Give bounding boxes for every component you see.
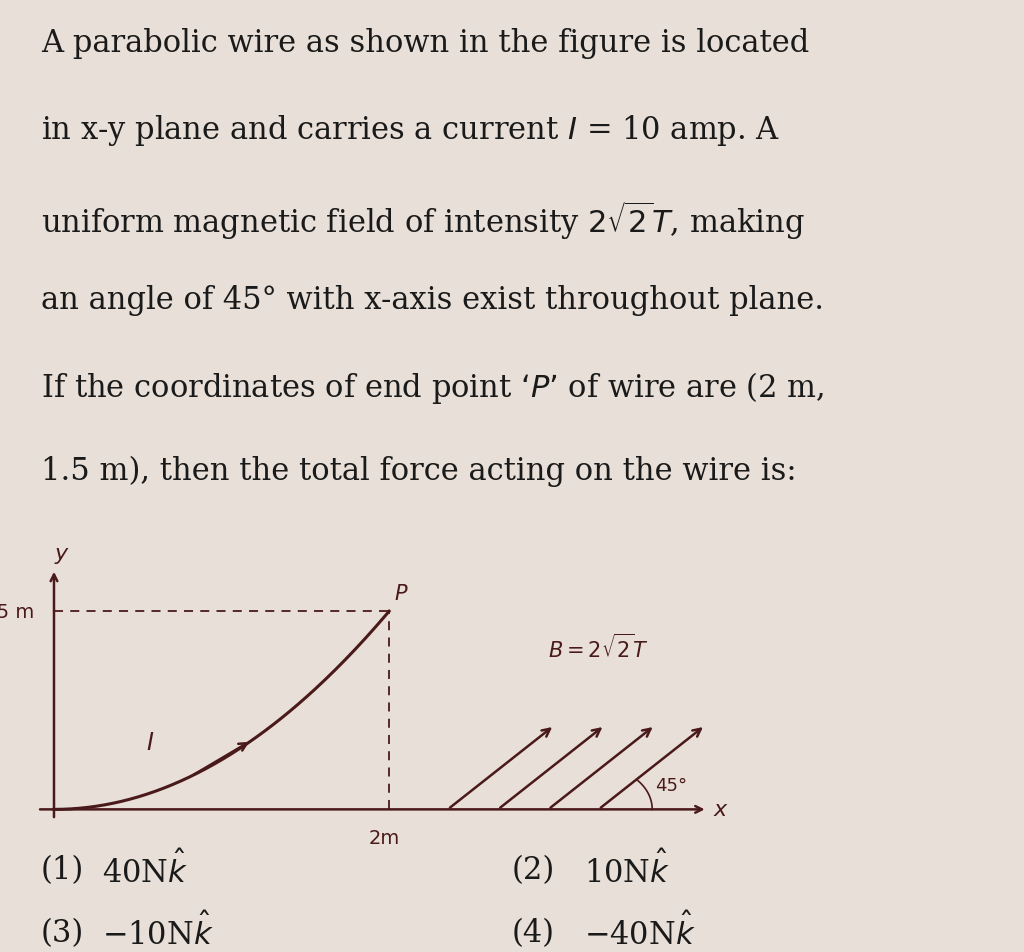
Text: 45°: 45°: [655, 776, 688, 794]
Text: (4): (4): [512, 917, 555, 948]
Text: 1.5 m), then the total force acting on the wire is:: 1.5 m), then the total force acting on t…: [41, 456, 797, 486]
Text: uniform magnetic field of intensity $2\sqrt{2}T$, making: uniform magnetic field of intensity $2\s…: [41, 199, 805, 242]
Text: (3): (3): [41, 917, 84, 948]
Text: $-$40N$\hat{k}$: $-$40N$\hat{k}$: [584, 913, 695, 951]
Text: (2): (2): [512, 854, 555, 885]
Text: If the coordinates of end point ‘$P$’ of wire are (2 m,: If the coordinates of end point ‘$P$’ of…: [41, 370, 824, 406]
Text: $-$10N$\hat{k}$: $-$10N$\hat{k}$: [102, 913, 214, 951]
Text: 10N$\hat{k}$: 10N$\hat{k}$: [584, 851, 670, 889]
Text: A parabolic wire as shown in the figure is located: A parabolic wire as shown in the figure …: [41, 28, 809, 59]
Text: in x-y plane and carries a current $I$ = 10 amp. A: in x-y plane and carries a current $I$ =…: [41, 113, 780, 149]
Text: $P$: $P$: [394, 584, 409, 604]
Text: $y$: $y$: [54, 545, 71, 565]
Text: 1.5 m: 1.5 m: [0, 602, 34, 621]
Text: an angle of 45° with x-axis exist throughout plane.: an angle of 45° with x-axis exist throug…: [41, 285, 824, 315]
Text: $x$: $x$: [713, 800, 728, 820]
Text: 2m: 2m: [369, 828, 399, 847]
Text: $B = 2\sqrt{2}T$: $B = 2\sqrt{2}T$: [548, 633, 648, 662]
Text: $I$: $I$: [146, 730, 155, 755]
Text: 40N$\hat{k}$: 40N$\hat{k}$: [102, 851, 188, 889]
Text: (1): (1): [41, 854, 84, 885]
